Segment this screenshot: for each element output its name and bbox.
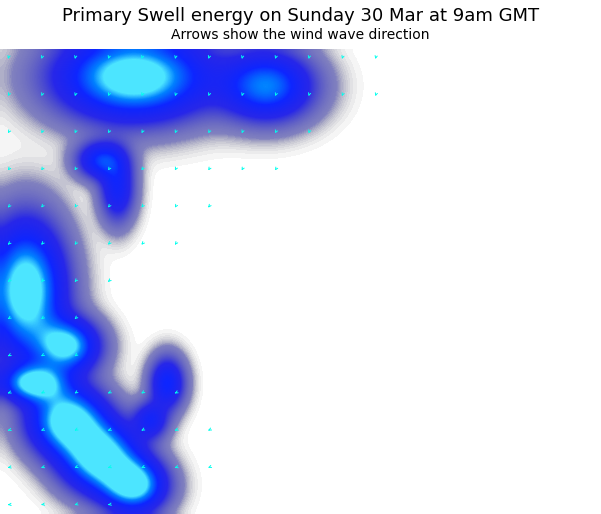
Text: Primary Swell energy on Sunday 30 Mar at 9am GMT: Primary Swell energy on Sunday 30 Mar at…	[62, 7, 539, 25]
Text: Arrows show the wind wave direction: Arrows show the wind wave direction	[171, 28, 430, 42]
